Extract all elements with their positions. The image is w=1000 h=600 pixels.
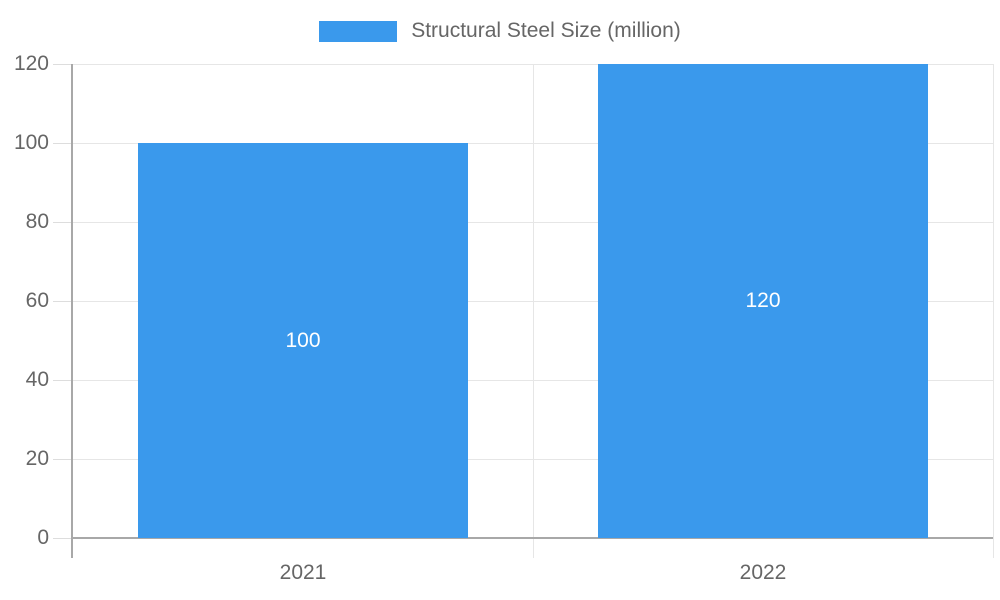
y-tick-mark (53, 380, 73, 381)
y-axis-line (71, 64, 73, 558)
y-tick-label: 120 (13, 52, 49, 75)
legend-swatch (319, 20, 398, 42)
y-tick-mark (53, 459, 73, 460)
bar-value-label: 120 (745, 289, 781, 312)
bar-2021[interactable]: 100 (138, 143, 468, 538)
x-tick-label: 2021 (279, 561, 327, 584)
bar-value-label: 100 (285, 328, 321, 352)
y-tick-mark (53, 538, 73, 539)
y-tick-mark (53, 64, 73, 65)
y-tick-label: 60 (25, 289, 49, 312)
y-tick-mark (53, 301, 73, 302)
legend-label: Structural Steel Size (million) (411, 19, 681, 42)
y-tick-mark (53, 143, 73, 144)
x-axis-line (73, 537, 993, 539)
legend[interactable]: Structural Steel Size (million) (0, 19, 1000, 43)
x-tick-label: 2022 (739, 561, 787, 584)
y-tick-label: 0 (37, 526, 49, 549)
y-tick-label: 100 (13, 131, 49, 154)
y-tick-label: 20 (25, 447, 49, 470)
y-tick-mark (53, 222, 73, 223)
gridline-x (993, 64, 994, 558)
bar-2022[interactable]: 120 (598, 64, 928, 538)
y-tick-label: 80 (25, 210, 49, 233)
y-tick-label: 40 (25, 368, 49, 391)
gridline-x (533, 64, 534, 558)
